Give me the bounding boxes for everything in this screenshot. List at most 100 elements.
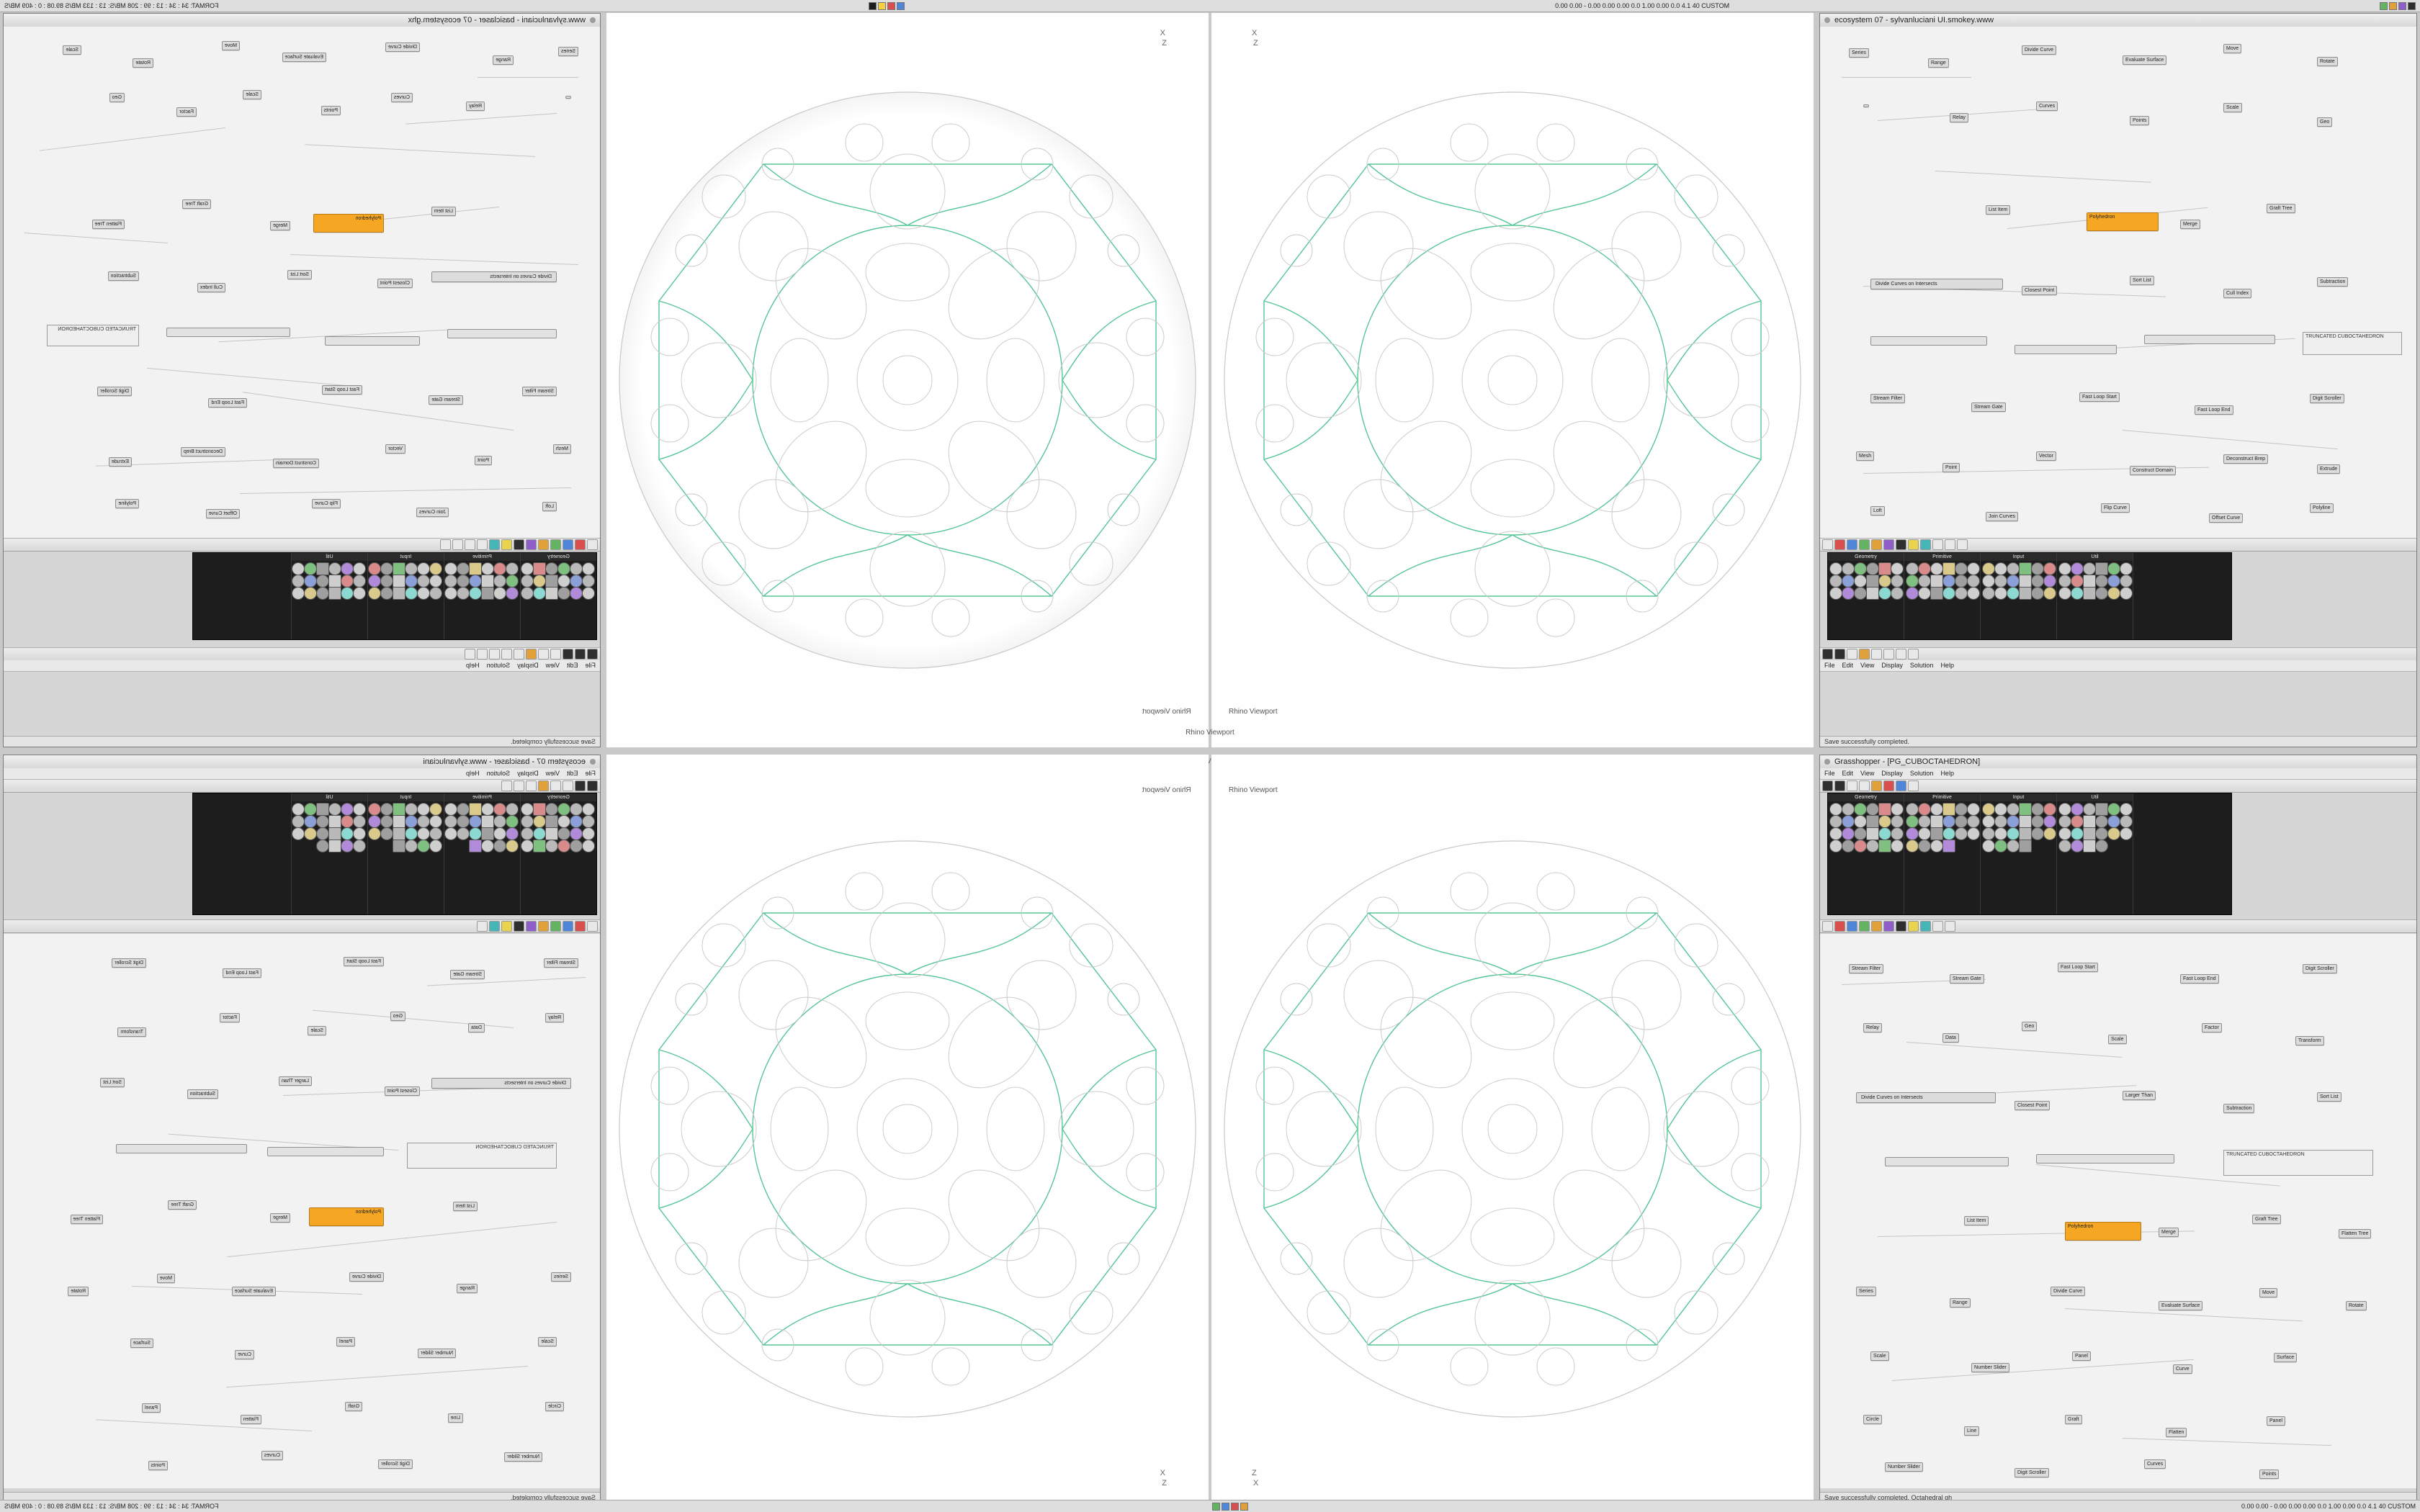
tool-dark-icon[interactable] (1822, 649, 1833, 660)
component-icon[interactable] (2120, 587, 2133, 600)
ribbon-tab-geometry[interactable]: Geometry (1828, 793, 1904, 801)
component-icon[interactable] (1891, 575, 1904, 588)
gh-node[interactable]: Digit Scroller (112, 958, 146, 968)
tool-save-icon[interactable] (587, 539, 598, 550)
component-icon[interactable] (304, 587, 317, 600)
gh-node[interactable]: Panel (2267, 1416, 2285, 1426)
gh-node[interactable]: Larger Than (2123, 1091, 2156, 1100)
component-icon[interactable] (1942, 803, 1955, 816)
component-icon[interactable] (521, 815, 534, 828)
gh-node[interactable]: Flatten Tree (2339, 1229, 2372, 1238)
component-icon[interactable] (1918, 803, 1931, 816)
component-icon[interactable] (2019, 803, 2032, 816)
component-icon[interactable] (353, 587, 366, 600)
component-icon[interactable] (506, 815, 519, 828)
gh-node[interactable]: Digit Scroller (2015, 1468, 2049, 1477)
editor-bottom-left[interactable]: ecosystem 07 - basiclaser - www.sylvanlu… (3, 755, 601, 1503)
component-icon[interactable] (380, 575, 393, 588)
component-icon[interactable] (2058, 562, 2071, 575)
component-icon[interactable] (380, 587, 393, 600)
component-icon[interactable] (506, 803, 519, 816)
tool-pan-icon[interactable] (465, 539, 475, 550)
ribbon-group-input[interactable]: Input (1981, 793, 2057, 914)
editor-top-right-titlebar[interactable]: ecosystem 07 - sylvanluciani UI.smokey.w… (1820, 14, 2416, 27)
tool-dark-icon[interactable] (575, 649, 586, 660)
component-icon[interactable] (1878, 803, 1891, 816)
gh-node[interactable]: Sort List (2317, 1092, 2341, 1102)
gh-node[interactable]: Move (2223, 44, 2242, 53)
gh-node[interactable]: Geo (2022, 1022, 2038, 1031)
gh-node[interactable]: Scale (308, 1026, 326, 1035)
toolbar-secondary-top-left[interactable] (4, 647, 600, 661)
menu-view[interactable]: View (545, 662, 560, 669)
gh-node[interactable]: Divide Curve (385, 42, 420, 52)
component-icon[interactable] (341, 575, 354, 588)
component-icon[interactable] (393, 562, 405, 575)
gh-node[interactable]: Construct Domain (2130, 466, 2177, 475)
ribbon-tab-input[interactable]: Input (368, 793, 444, 801)
gh-number-slider[interactable] (267, 1147, 384, 1156)
component-icon[interactable] (2031, 587, 2044, 600)
component-icon[interactable] (1906, 815, 1919, 828)
component-icon[interactable] (1955, 803, 1968, 816)
gh-node[interactable]: Evaluate Surface (2159, 1301, 2203, 1310)
component-icon[interactable] (316, 840, 329, 852)
gh-node[interactable]: Circle (545, 1402, 564, 1411)
component-icon[interactable] (2058, 803, 2071, 816)
ribbon-icons[interactable] (292, 561, 367, 600)
gh-node[interactable]: List Item (1964, 1216, 1989, 1225)
editor-bottom-right[interactable]: Grasshopper - [PG_CUBOCTAHEDRON] File Ed… (1819, 755, 2417, 1503)
menu-file[interactable]: File (585, 770, 596, 777)
component-icon[interactable] (1967, 803, 1980, 816)
component-icon[interactable] (457, 562, 470, 575)
component-icon[interactable] (405, 803, 418, 816)
component-icon[interactable] (533, 587, 546, 600)
component-icon[interactable] (328, 562, 341, 575)
gh-node[interactable]: Offset Curve (2209, 513, 2244, 523)
component-icon[interactable] (493, 840, 506, 852)
component-icon[interactable] (2043, 827, 2056, 840)
menubar-top-right[interactable]: File Edit View Display Solution Help (1820, 660, 2416, 672)
ribbon-group-util[interactable]: Util (291, 553, 367, 639)
component-icon[interactable] (1918, 827, 1931, 840)
gh-node[interactable]: Rotate (133, 58, 153, 68)
component-icon[interactable] (493, 575, 506, 588)
component-icon[interactable] (2007, 840, 2020, 852)
swatch-black[interactable] (869, 1, 877, 10)
component-icon[interactable] (393, 575, 405, 588)
gh-number-slider[interactable] (166, 328, 290, 337)
tool-purple-icon[interactable] (526, 921, 537, 932)
tool-generic-icon[interactable] (1847, 649, 1857, 660)
gh-node[interactable]: Join Curves (1986, 512, 2018, 521)
swatch-red[interactable] (887, 1, 896, 10)
gh-node[interactable]: Range (1928, 58, 1949, 68)
component-icon[interactable] (545, 803, 558, 816)
component-icon[interactable] (316, 827, 329, 840)
component-icon[interactable] (1918, 840, 1931, 852)
component-icon[interactable] (1994, 575, 2007, 588)
gh-node[interactable]: Fast Loop Start (344, 957, 384, 966)
gh-node[interactable]: Subtraction (187, 1089, 218, 1099)
gh-node[interactable]: Sort List (100, 1078, 125, 1087)
component-ribbon-bottom-left[interactable]: Geometry Primitive (192, 793, 597, 915)
component-icon[interactable] (1829, 815, 1842, 828)
component-icon[interactable] (493, 587, 506, 600)
ribbon-tab-primitive[interactable]: Primitive (1904, 793, 1980, 801)
gh-node[interactable]: Sort List (287, 270, 312, 279)
component-icon[interactable] (429, 562, 442, 575)
component-icon[interactable] (2071, 562, 2084, 575)
component-icon[interactable] (304, 575, 317, 588)
gh-node[interactable]: Range (493, 55, 514, 65)
component-icon[interactable] (2043, 815, 2056, 828)
component-icon[interactable] (368, 562, 381, 575)
component-icon[interactable] (2095, 587, 2108, 600)
ribbon-icons[interactable] (1904, 801, 1980, 852)
component-icon[interactable] (557, 840, 570, 852)
component-icon[interactable] (1829, 827, 1842, 840)
toolbar-bottom-right-2[interactable] (1820, 919, 2416, 933)
component-icon[interactable] (2007, 827, 2020, 840)
gh-node[interactable]: Fast Loop End (2195, 405, 2233, 415)
ribbon-tab-geometry[interactable]: Geometry (1828, 553, 1904, 561)
swatch-green[interactable] (2379, 1, 2388, 10)
gh-node[interactable]: Flip Curve (2101, 503, 2130, 513)
